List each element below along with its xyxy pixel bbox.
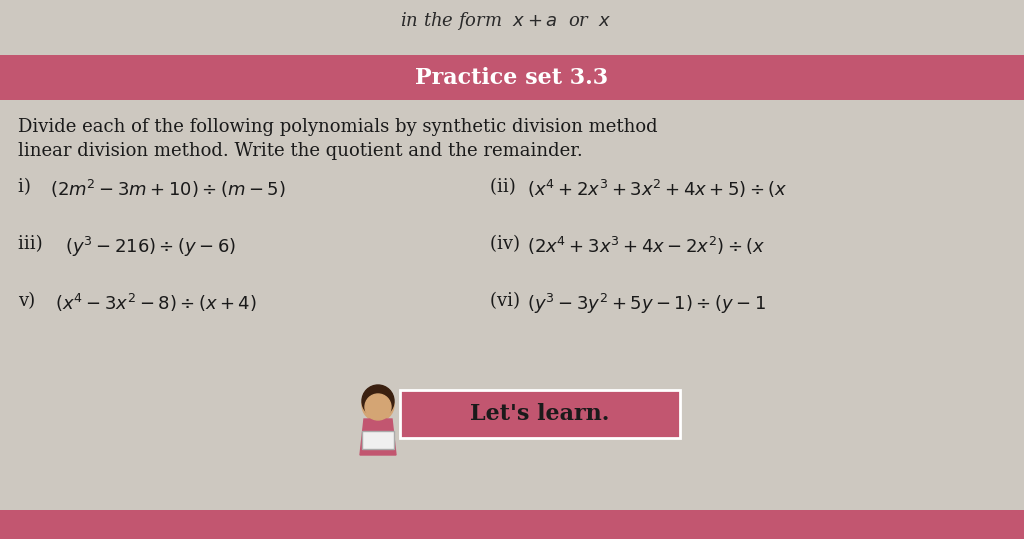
- FancyBboxPatch shape: [362, 431, 394, 449]
- Polygon shape: [360, 419, 396, 455]
- Text: i): i): [18, 178, 37, 196]
- FancyBboxPatch shape: [0, 55, 1024, 100]
- Text: $(x^4 + 2x^3 + 3x^2 + 4x + 5) \div (x$: $(x^4 + 2x^3 + 3x^2 + 4x + 5) \div (x$: [527, 178, 787, 200]
- Text: $(x^4 - 3x^2 - 8) \div (x + 4)$: $(x^4 - 3x^2 - 8) \div (x + 4)$: [55, 292, 257, 314]
- Text: Let's learn.: Let's learn.: [470, 403, 609, 425]
- Text: (vi): (vi): [490, 292, 525, 310]
- Circle shape: [365, 394, 391, 420]
- Text: $(y^3 - 216) \div (y - 6)$: $(y^3 - 216) \div (y - 6)$: [65, 235, 237, 259]
- Text: $(2x^4 + 3x^3 + 4x - 2x^2) \div (x$: $(2x^4 + 3x^3 + 4x - 2x^2) \div (x$: [527, 235, 766, 257]
- Text: $(y^3 - 3y^2 + 5y - 1) \div (y - 1$: $(y^3 - 3y^2 + 5y - 1) \div (y - 1$: [527, 292, 766, 316]
- FancyBboxPatch shape: [400, 390, 680, 438]
- Text: iii): iii): [18, 235, 48, 253]
- Text: Divide each of the following polynomials by synthetic division method: Divide each of the following polynomials…: [18, 118, 657, 136]
- Text: $(2m^2 - 3m + 10) \div (m - 5)$: $(2m^2 - 3m + 10) \div (m - 5)$: [50, 178, 286, 200]
- Text: in the form  $x + a$  or  $x$: in the form $x + a$ or $x$: [400, 10, 611, 32]
- Text: linear division method. Write the quotient and the remainder.: linear division method. Write the quotie…: [18, 142, 583, 160]
- Text: v): v): [18, 292, 47, 310]
- Text: (ii): (ii): [490, 178, 521, 196]
- Text: Practice set 3.3: Practice set 3.3: [416, 66, 608, 88]
- FancyBboxPatch shape: [0, 510, 1024, 539]
- Text: (iv): (iv): [490, 235, 525, 253]
- Circle shape: [362, 389, 394, 421]
- Circle shape: [362, 385, 394, 417]
